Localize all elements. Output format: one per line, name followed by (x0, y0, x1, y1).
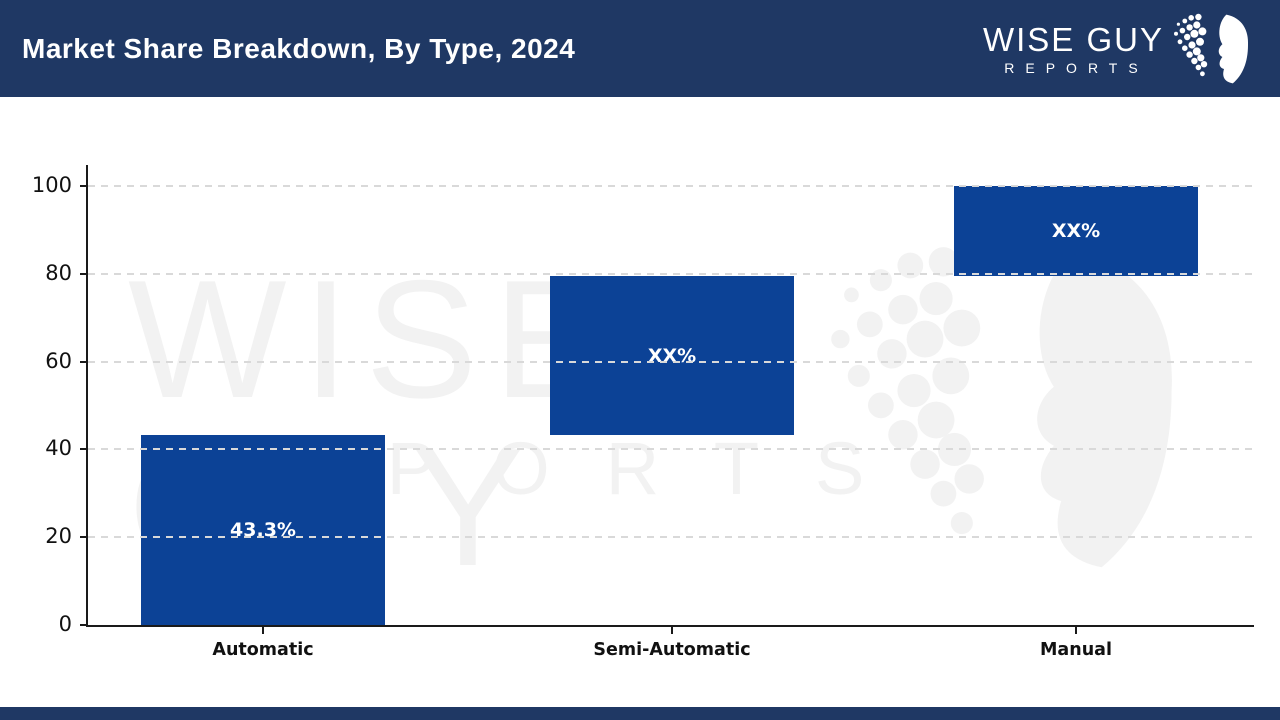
dotted-head-icon (1174, 13, 1249, 83)
x-axis-line (86, 625, 1254, 627)
chart-plot-area: 0 20 40 60 80 100 43.3% Automatic XX% Semi-Automa… (0, 97, 1280, 707)
brand-name: WISE GUY (982, 20, 1164, 58)
y-tick-mark (80, 448, 87, 451)
gridline (88, 272, 1252, 275)
y-tick-label: 20 (45, 524, 72, 549)
y-axis-line (86, 165, 88, 627)
brand-subtitle: REPORTS (1004, 59, 1149, 76)
x-tick-mark (671, 627, 673, 634)
y-tick-mark (80, 624, 87, 626)
gridline (88, 536, 1252, 539)
x-category-label: Manual (1040, 640, 1112, 660)
y-tick-mark (80, 185, 87, 187)
y-tick-label: 40 (45, 436, 72, 461)
footer-bar (0, 707, 1280, 720)
x-tick-mark (262, 627, 264, 634)
bar-value-label: 43.3% (230, 518, 296, 541)
bar-value-label: XX% (647, 344, 697, 367)
x-category-label: Automatic (212, 640, 314, 660)
bar-manual: XX% (954, 186, 1198, 277)
bar-semi-automatic: XX% (550, 276, 794, 435)
gridline (88, 448, 1252, 451)
header-bar: Market Share Breakdown, By Type, 2024 WI… (0, 0, 1280, 97)
y-tick-mark (80, 272, 87, 275)
x-category-label: Semi-Automatic (593, 640, 751, 660)
y-tick-mark (80, 360, 87, 363)
brand-logo-text: WISE GUY REPORTS (983, 23, 1164, 75)
brand-logo: WISE GUY REPORTS (983, 13, 1280, 85)
y-tick-mark (80, 536, 87, 539)
y-tick-label: 80 (45, 260, 72, 285)
y-tick-label: 100 (31, 173, 72, 197)
y-tick-label: 60 (45, 348, 72, 373)
gridline (88, 185, 1252, 187)
x-tick-mark (1075, 627, 1077, 634)
y-tick-label: 0 (58, 612, 72, 636)
page-title: Market Share Breakdown, By Type, 2024 (22, 32, 576, 64)
gridline (88, 360, 1252, 363)
bar-automatic: 43.3% (141, 434, 385, 625)
bar-value-label: XX% (1051, 220, 1101, 243)
